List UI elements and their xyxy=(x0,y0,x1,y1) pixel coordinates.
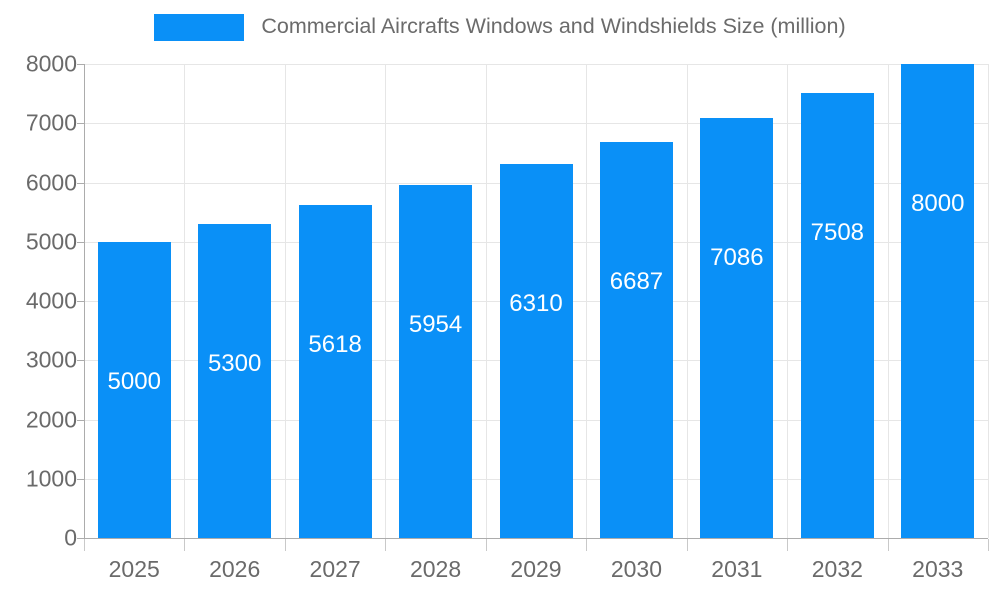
x-axis-tick-label: 2028 xyxy=(409,556,462,582)
x-axis-tick-mark xyxy=(988,539,989,551)
x-axis-tick-label: 2029 xyxy=(510,556,562,582)
bar-value-label: 6310 xyxy=(509,290,563,318)
x-axis-tick-mark xyxy=(486,539,487,551)
y-axis-ticks: 0 1000 2000 3000 4000 5000 6000 7000 8000 xyxy=(0,0,77,600)
x-axis-tick-mark xyxy=(184,539,185,551)
bar-value-label: 8000 xyxy=(911,190,965,217)
x-axis-line xyxy=(84,538,988,539)
gridline-vertical xyxy=(285,64,286,538)
x-axis-tick-label: 2027 xyxy=(309,556,361,582)
x-axis-tick-mark xyxy=(787,539,788,551)
bar[interactable] xyxy=(700,118,774,538)
gridline-vertical xyxy=(888,64,889,538)
y-axis-tick-label: 5000 xyxy=(25,228,77,255)
bar[interactable] xyxy=(499,164,573,538)
gridline-vertical xyxy=(385,64,386,538)
x-axis-tick-mark xyxy=(385,539,386,551)
x-axis-tick-mark xyxy=(888,539,889,551)
bar-value-label: 5618 xyxy=(308,331,362,359)
gridline-vertical xyxy=(687,64,688,538)
y-axis-tick-label: 1000 xyxy=(25,465,77,492)
chart-legend: Commercial Aircrafts Windows and Windshi… xyxy=(0,10,1000,44)
y-axis-tick-mark xyxy=(77,241,84,243)
x-axis-tick-mark xyxy=(586,539,587,551)
x-axis-tick-label: 2026 xyxy=(209,556,261,582)
y-axis-tick-mark xyxy=(77,360,84,362)
gridline-vertical xyxy=(586,64,587,538)
bar-value-label: 7508 xyxy=(810,219,865,247)
x-axis-tick-mark xyxy=(687,539,688,551)
x-axis-tick-label: 2033 xyxy=(912,556,964,582)
gridline-vertical xyxy=(486,64,487,538)
y-axis-tick-label: 7000 xyxy=(25,109,77,136)
gridline-vertical xyxy=(787,64,788,538)
gridline-vertical xyxy=(988,64,989,538)
bar-value-label: 7086 xyxy=(710,244,764,272)
bar-value-label: 5954 xyxy=(408,311,463,339)
y-axis-tick-mark xyxy=(77,182,84,184)
y-axis-tick-label: 0 xyxy=(64,524,77,551)
gridline-horizontal xyxy=(84,123,988,125)
y-axis-tick-label: 6000 xyxy=(25,169,77,195)
gridline-horizontal xyxy=(84,64,988,65)
bar[interactable] xyxy=(298,205,372,538)
x-axis-tick-label: 2032 xyxy=(811,556,863,582)
y-axis-tick-mark xyxy=(77,123,84,125)
bar[interactable] xyxy=(901,64,975,538)
bar[interactable] xyxy=(198,223,272,538)
y-axis-line xyxy=(84,64,85,538)
y-axis-tick-mark xyxy=(77,419,84,421)
bar-value-label: 6687 xyxy=(609,267,664,295)
y-axis-tick-label: 8000 xyxy=(25,50,77,77)
y-axis-tick-mark xyxy=(77,64,84,65)
bar[interactable] xyxy=(97,241,171,538)
bar[interactable] xyxy=(399,185,473,538)
x-axis-tick-label: 2031 xyxy=(711,556,763,582)
y-axis-tick-label: 3000 xyxy=(25,346,77,373)
gridline-vertical xyxy=(184,64,185,538)
legend-label: Commercial Aircrafts Windows and Windshi… xyxy=(261,14,846,39)
y-axis-tick-label: 2000 xyxy=(25,406,77,432)
x-axis-tick-mark xyxy=(285,539,286,551)
bar[interactable] xyxy=(599,141,673,538)
x-axis-tick-mark xyxy=(84,539,85,551)
bar[interactable] xyxy=(800,93,874,538)
bar-value-label: 5300 xyxy=(207,349,262,377)
y-axis-tick-mark xyxy=(77,301,84,302)
bar-value-label: 5000 xyxy=(107,367,161,395)
y-axis-tick-label: 4000 xyxy=(25,287,77,314)
y-axis-tick-mark xyxy=(77,538,84,539)
x-axis-tick-label: 2030 xyxy=(610,556,663,582)
y-axis-tick-mark xyxy=(77,478,84,480)
x-axis-tick-label: 2025 xyxy=(108,556,160,582)
legend-swatch-icon xyxy=(154,13,245,41)
